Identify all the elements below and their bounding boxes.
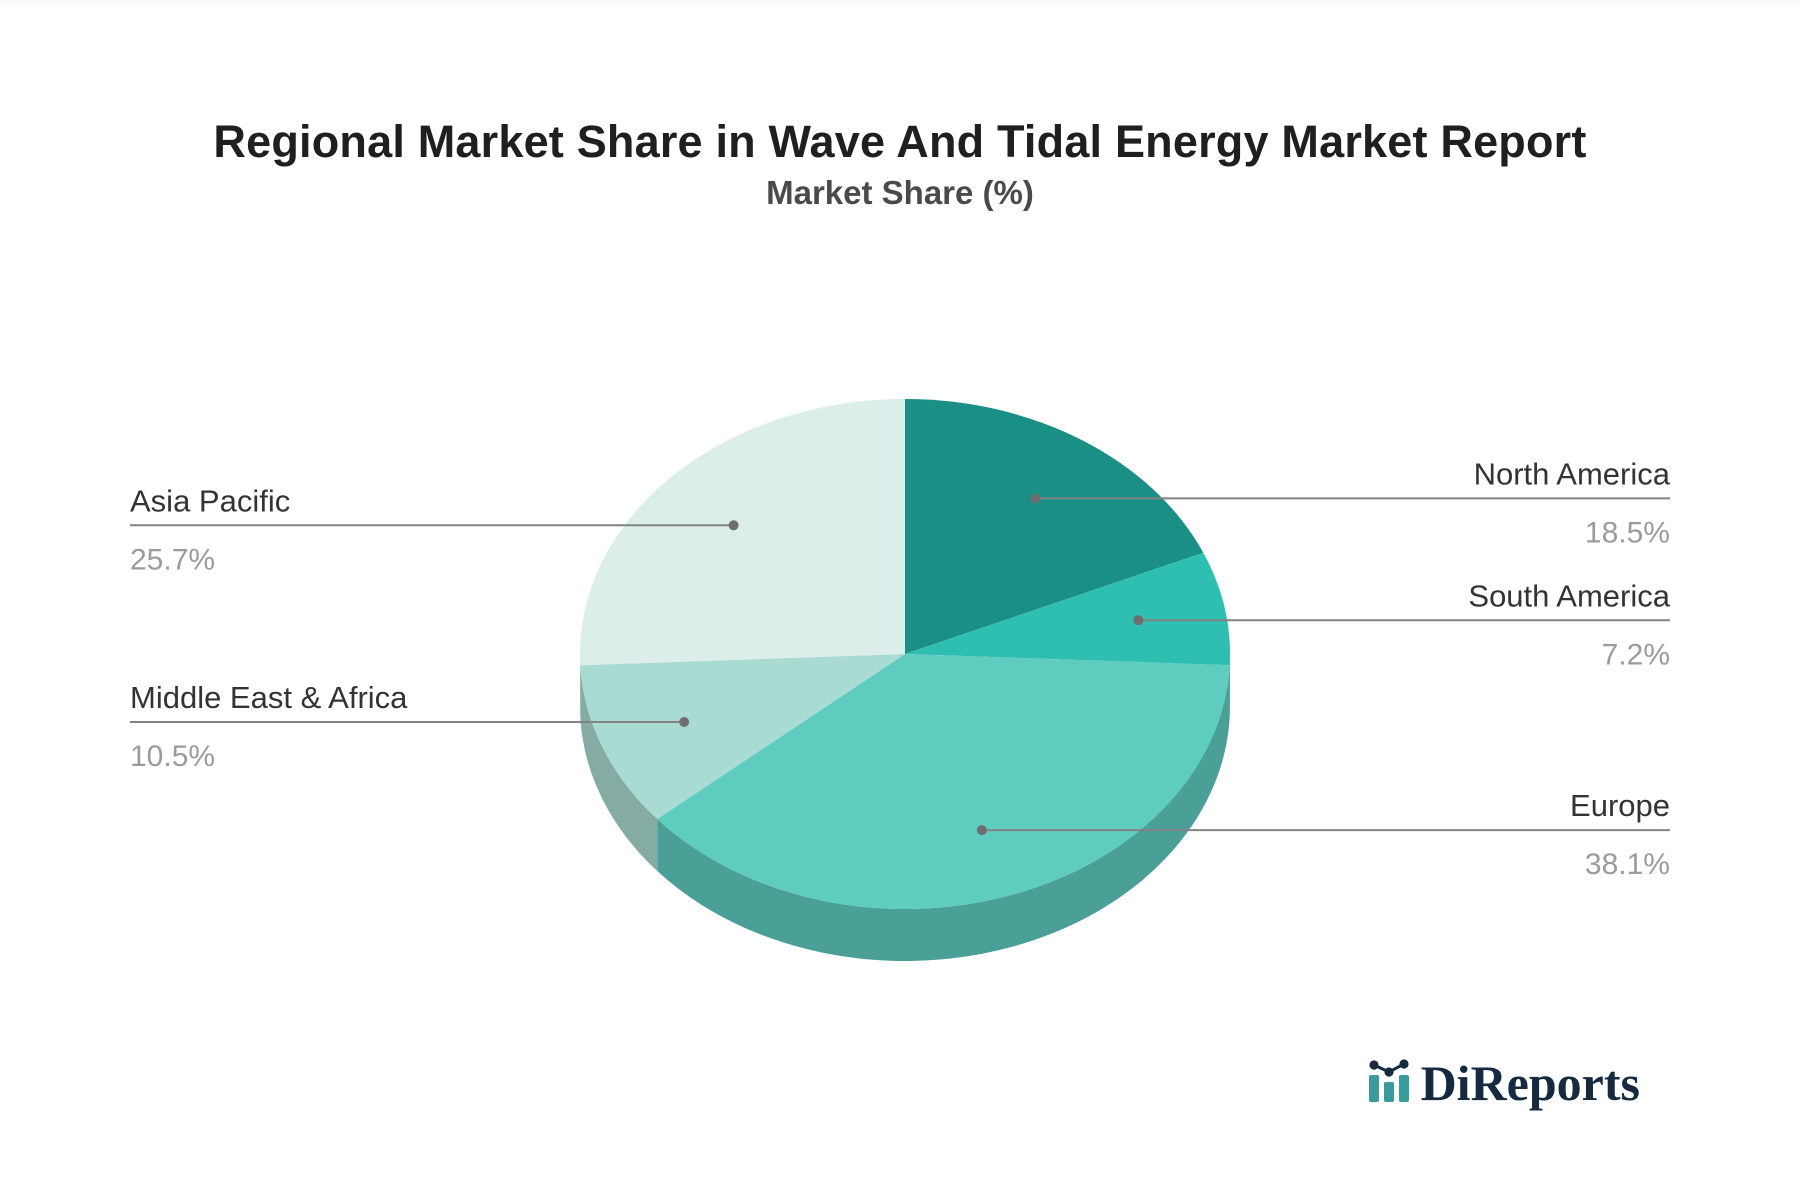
slice-value-europe: 38.1% [1585,848,1670,881]
logo-bar [1368,1075,1379,1102]
chart-title: Regional Market Share in Wave And Tidal … [213,116,1587,167]
pie-slice-europe [657,654,1230,910]
slice-label-north-america: North America [1474,456,1671,491]
direports-logo: DiReports [1368,1055,1640,1111]
slice-label-europe: Europe [1570,788,1670,823]
logo-text: DiReports [1420,1055,1640,1111]
leader-dot-middle-east-africa [679,716,690,727]
leader-dot-europe [976,825,987,836]
logo-bars-icon [1368,1059,1409,1102]
slice-label-south-america: South America [1468,578,1670,613]
logo-trend-dot [1368,1060,1379,1070]
logo-trend-dot [1383,1067,1394,1077]
logo-trend-dot [1398,1059,1409,1069]
slice-label-middle-east-africa: Middle East & Africa [130,680,408,715]
pie-side-middle-east-africa [580,665,658,871]
slice-value-asia-pacific: 25.7% [130,543,215,576]
pie-slice-north-america [905,399,1204,654]
pie-chart: North America 18.5% South America 7.2% Europ… [130,399,1671,962]
pie-slice-middle-east-africa [580,654,905,819]
leader-dot-asia-pacific [728,520,739,531]
slice-value-south-america: 7.2% [1602,638,1670,671]
slice-value-north-america: 18.5% [1585,516,1670,549]
pie-slice-asia-pacific [579,399,905,666]
slice-label-asia-pacific: Asia Pacific [130,483,290,518]
leader-dot-north-america [1030,493,1041,504]
leader-dot-south-america [1133,615,1144,626]
slice-value-middle-east-africa: 10.5% [130,740,215,773]
pie-side-europe [657,665,1230,962]
logo-bar [1398,1075,1409,1102]
chart-subtitle: Market Share (%) [766,174,1034,211]
logo-bar [1383,1082,1394,1102]
pie-slice-south-america [905,552,1231,666]
